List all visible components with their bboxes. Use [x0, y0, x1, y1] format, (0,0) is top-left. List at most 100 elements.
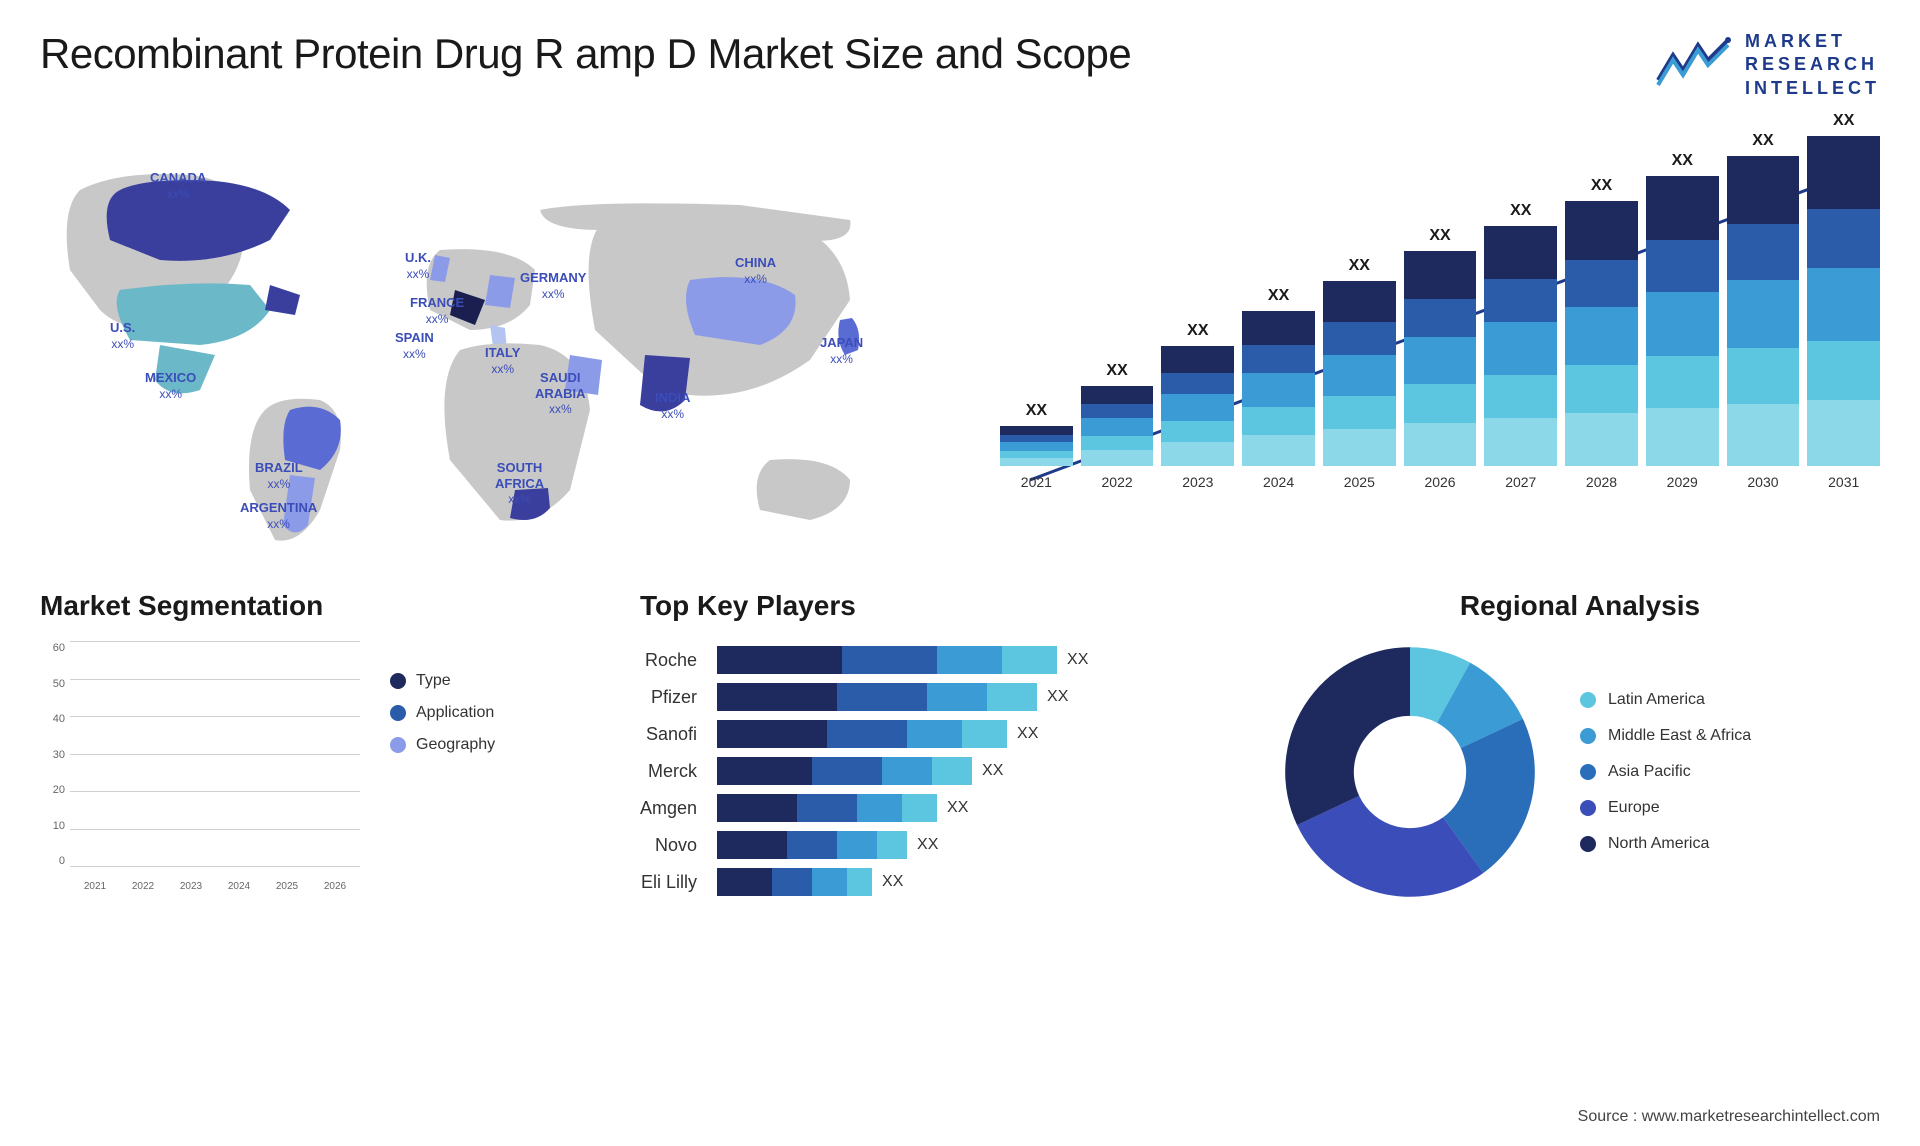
player-bar-row: XX [717, 831, 1240, 859]
growth-year-label: 2027 [1505, 474, 1536, 490]
growth-bar: XX2024 [1242, 287, 1315, 490]
growth-value: XX [1429, 227, 1450, 245]
player-value: XX [882, 873, 903, 891]
map-label: CANADAxx% [150, 170, 206, 201]
page-title: Recombinant Protein Drug R amp D Market … [40, 30, 1131, 78]
regional-legend: Latin America Middle East & Africa Asia Pa… [1580, 691, 1751, 853]
growth-value: XX [1672, 152, 1693, 170]
growth-bar: XX 2028 [1565, 177, 1638, 490]
seg-xlabel: 2022 [122, 881, 164, 892]
player-bar-row: XX [717, 720, 1240, 748]
seg-ytick: 0 [59, 855, 65, 867]
map-label: U.S.xx% [110, 320, 135, 351]
player-name: Roche [640, 646, 697, 674]
player-value: XX [1017, 725, 1038, 743]
regional-legend-item: Asia Pacific [1580, 763, 1751, 781]
map-label: ITALYxx% [485, 345, 520, 376]
seg-xlabel: 2023 [170, 881, 212, 892]
growth-bar: XX2030 [1727, 132, 1800, 490]
map-label: SAUDIARABIAxx% [535, 370, 586, 417]
seg-legend-item: Type [390, 672, 600, 690]
map-label: JAPANxx% [820, 335, 863, 366]
source-footer: Source : www.marketresearchintellect.com [1578, 1108, 1880, 1126]
segmentation-chart: 6050403020100 202120222023202420252026 [40, 642, 360, 892]
growth-year-label: 2028 [1586, 474, 1617, 490]
player-bar-row: XX [717, 646, 1240, 674]
growth-year-label: 2021 [1021, 474, 1052, 490]
regional-legend-item: Europe [1580, 799, 1751, 817]
player-value: XX [917, 836, 938, 854]
map-label: GERMANYxx% [520, 270, 586, 301]
seg-xlabel: 2026 [314, 881, 356, 892]
player-bar-row: XX [717, 794, 1240, 822]
player-bar-row: XX [717, 683, 1240, 711]
growth-year-label: 2026 [1424, 474, 1455, 490]
seg-ytick: 10 [53, 820, 65, 832]
logo-icon [1653, 35, 1733, 95]
growth-value: XX [1268, 287, 1289, 305]
growth-year-label: 2023 [1182, 474, 1213, 490]
growth-chart: XX2021XX2022XX2023XX2024XX2025XX2026XX20… [1000, 130, 1880, 550]
map-label: CHINAxx% [735, 255, 776, 286]
growth-year-label: 2029 [1667, 474, 1698, 490]
seg-legend-item: Geography [390, 736, 600, 754]
seg-ytick: 40 [53, 713, 65, 725]
seg-ytick: 30 [53, 749, 65, 761]
growth-value: XX [1591, 177, 1612, 195]
segmentation-legend: Type Application Geography [390, 642, 600, 892]
player-value: XX [947, 799, 968, 817]
players-panel: Top Key Players RochePfizerSanofiMerckAm… [640, 590, 1240, 902]
player-name: Novo [640, 831, 697, 859]
map-label: FRANCExx% [410, 295, 464, 326]
players-title: Top Key Players [640, 590, 1240, 622]
map-label: BRAZILxx% [255, 460, 303, 491]
growth-bar: XX 2026 [1404, 227, 1477, 490]
seg-xlabel: 2025 [266, 881, 308, 892]
segmentation-title: Market Segmentation [40, 590, 600, 622]
growth-bar: XX 2022 [1081, 362, 1154, 490]
growth-year-label: 2022 [1102, 474, 1133, 490]
logo-line1: MARKET [1745, 30, 1880, 53]
growth-value: XX [1510, 202, 1531, 220]
player-bar-row: XX [717, 757, 1240, 785]
growth-bar: XX2025 [1323, 257, 1396, 490]
seg-ytick: 60 [53, 642, 65, 654]
growth-bar: XX 2027 [1484, 202, 1557, 490]
map-label: ARGENTINAxx% [240, 500, 317, 531]
regional-legend-item: North America [1580, 835, 1751, 853]
regional-panel: Regional Analysis Latin America Middle Ea… [1280, 590, 1880, 902]
growth-bar: XX 2029 [1646, 152, 1719, 490]
player-name: Eli Lilly [640, 868, 697, 896]
regional-legend-item: Middle East & Africa [1580, 727, 1751, 745]
map-label: U.K.xx% [405, 250, 431, 281]
growth-value: XX [1026, 402, 1047, 420]
seg-xlabel: 2021 [74, 881, 116, 892]
growth-bar: XX 2023 [1161, 322, 1234, 490]
growth-value: XX [1106, 362, 1127, 380]
logo-line3: INTELLECT [1745, 77, 1880, 100]
player-bar-row: XX [717, 868, 1240, 896]
player-name: Amgen [640, 794, 697, 822]
player-value: XX [1047, 688, 1068, 706]
growth-value: XX [1349, 257, 1370, 275]
player-name: Merck [640, 757, 697, 785]
brand-logo: MARKET RESEARCH INTELLECT [1653, 30, 1880, 100]
growth-value: XX [1187, 322, 1208, 340]
donut-slice [1285, 647, 1410, 825]
logo-text: MARKET RESEARCH INTELLECT [1745, 30, 1880, 100]
player-names: RochePfizerSanofiMerckAmgenNovoEli Lilly [640, 642, 697, 896]
world-map: CANADAxx%U.S.xx%MEXICOxx%BRAZILxx%ARGENT… [40, 130, 960, 550]
donut-chart [1280, 642, 1540, 902]
growth-bar: XX 2021 [1000, 402, 1073, 490]
seg-legend-item: Application [390, 704, 600, 722]
regional-title: Regional Analysis [1280, 590, 1880, 622]
player-name: Pfizer [640, 683, 697, 711]
player-value: XX [982, 762, 1003, 780]
growth-year-label: 2031 [1828, 474, 1859, 490]
seg-ytick: 20 [53, 784, 65, 796]
map-label: SPAINxx% [395, 330, 434, 361]
logo-line2: RESEARCH [1745, 53, 1880, 76]
growth-bar: XX2031 [1807, 112, 1880, 490]
regional-legend-item: Latin America [1580, 691, 1751, 709]
map-label: SOUTHAFRICAxx% [495, 460, 544, 507]
